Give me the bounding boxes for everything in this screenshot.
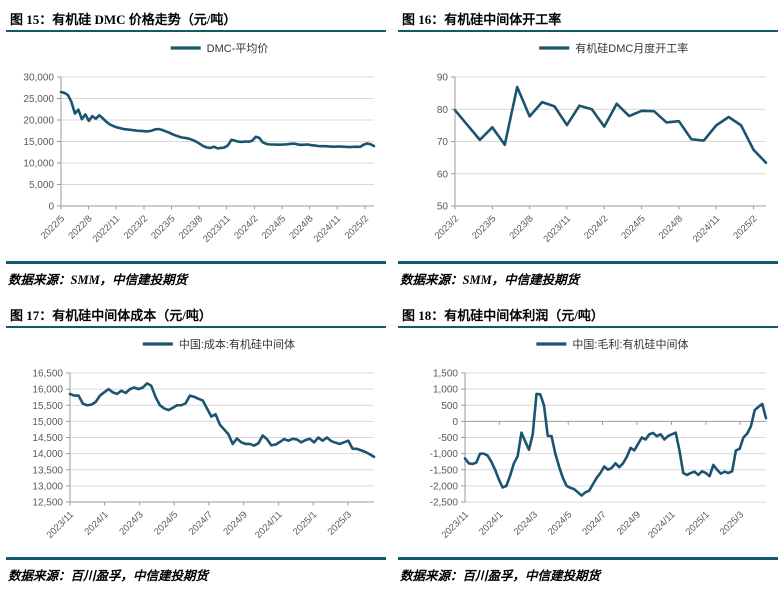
x-tick-label: 2024/3 [512,509,540,537]
x-tick-label: 2023/11 [440,509,472,541]
x-tick-label: 2023/2 [122,213,150,241]
x-tick-label: 2024/9 [221,509,249,537]
figure-17-title: 图 17：有机硅中间体成本（元/吨） [6,296,386,328]
legend-label: 中国:成本:有机硅中间体 [179,337,295,351]
figure-16-title: 图 16：有机硅中间体开工率 [398,0,778,32]
y-tick-label: 90 [437,73,449,84]
y-tick-label: 30,000 [23,73,54,84]
panel-figure-17: 图 17：有机硅中间体成本（元/吨） 16,500 16,000 15,500 15,… [0,296,392,592]
y-tick-label: 15,500 [32,401,63,412]
y-tick-label: -2,500 [430,498,459,509]
y-tick-label: 15,000 [23,137,54,148]
x-tick-label: 2025/1 [684,509,712,537]
x-tick-label: 2024/11 [691,213,723,245]
figure-18-chart: 1,500 1,000 500 0 -500 -1,000 -1,500 -2,000 -2,5… [430,337,768,541]
x-tick-label: 2024/5 [546,509,574,537]
figure-17-source: 数据来源：百川盈孚，中信建投期货 [6,557,386,592]
y-tick-label: 60 [437,169,449,180]
x-tick-label: 2024/7 [187,509,215,537]
x-tick-label: 2024/11 [312,213,344,245]
x-tick-label: 2024/5 [619,213,647,241]
y-tick-label: -1,500 [430,465,459,476]
y-tick-label: 70 [437,137,449,148]
x-tick-label: 2024/1 [82,509,110,537]
x-tick-label: 2024/2 [232,213,260,241]
series-line [68,382,376,459]
x-tick-label: 2023/11 [45,509,77,541]
series-line [463,392,768,497]
x-tick-label: 2025/2 [343,213,371,241]
y-tick-label: 1,000 [433,385,458,396]
x-tick-label: 2024/11 [646,509,678,541]
y-tick-label: 0 [48,202,54,213]
y-tick-label: 80 [437,105,449,116]
figure-18-title: 图 18：有机硅中间体利润（元/吨） [398,296,778,328]
y-tick-label: 15,000 [32,417,63,428]
x-tick-label: 2024/2 [582,213,610,241]
y-tick-label: -500 [438,433,458,444]
x-tick-label: 2025/2 [731,213,759,241]
y-tick-label: 5,000 [29,180,54,191]
y-tick-label: 20,000 [23,116,54,127]
y-tick-label: 16,500 [32,369,63,380]
y-tick-label: 500 [441,401,458,412]
panel-figure-16: 图 16：有机硅中间体开工率 90 80 70 60 50 2023/2 2023/5 202… [392,0,784,296]
x-tick-label: 2024/5 [152,509,180,537]
legend-label: 有机硅DMC月度开工率 [575,41,688,55]
figure-15-chart: 30,00025,00020,00015,00010,0005,00002022… [23,42,376,245]
x-tick-label: 2023/11 [201,213,233,245]
x-tick-label: 2023/2 [433,213,461,241]
panel-figure-15: 图 15：有机硅 DMC 价格走势（元/吨） 30,000 25,000 20,00… [0,0,392,296]
y-tick-label: 13,000 [32,481,63,492]
figure-15-title: 图 15：有机硅 DMC 价格走势（元/吨） [6,0,386,32]
x-tick-label: 2023/8 [507,213,535,241]
y-tick-label: 10,000 [23,159,54,170]
x-tick-label: 2025/3 [326,509,354,537]
x-tick-label: 2025/3 [718,509,746,537]
y-tick-label: 1,500 [433,369,458,380]
x-tick-label: 2023/5 [470,213,498,241]
y-tick-label: 14,000 [32,449,63,460]
legend-label: DMC-平均价 [207,42,269,55]
x-tick-label: 2024/8 [657,213,685,241]
y-tick-label: 14,500 [32,433,63,444]
y-tick-label: 0 [452,417,458,428]
x-tick-label: 2024/11 [253,509,285,541]
y-tick-label: 13,500 [32,465,63,476]
x-tick-label: 2024/1 [477,509,505,537]
x-tick-label: 2024/3 [117,509,145,537]
x-tick-label: 2022/5 [39,213,67,241]
y-tick-label: 12,500 [32,498,63,509]
y-tick-label: 16,000 [32,385,63,396]
x-tick-label: 2023/5 [149,213,177,241]
x-tick-label: 2023/11 [542,213,574,245]
legend-label: 中国:毛利:有机硅中间体 [572,337,688,351]
figure-15-source: 数据来源：SMM，中信建投期货 [6,261,386,296]
figure-17-chart: 16,500 16,000 15,500 15,000 14,500 14,000 13,5… [32,337,376,541]
x-tick-label: 2024/5 [260,213,288,241]
series-line [59,90,376,150]
panel-figure-18: 图 18：有机硅中间体利润（元/吨） 1,500 1,000 500 0 -500 -1,… [392,296,784,592]
x-tick-label: 2024/9 [615,509,643,537]
y-tick-label: 50 [437,202,449,213]
series-line [453,85,768,165]
figure-16-source: 数据来源：SMM，中信建投期货 [398,261,778,296]
x-tick-label: 2024/7 [580,509,608,537]
x-tick-label: 2025/1 [291,509,319,537]
y-tick-label: -2,000 [430,481,459,492]
y-tick-label: -1,000 [430,449,459,460]
figure-18-source: 数据来源：百川盈孚，中信建投期货 [398,557,778,592]
x-tick-label: 2022/11 [91,213,123,245]
y-tick-label: 25,000 [23,94,54,105]
